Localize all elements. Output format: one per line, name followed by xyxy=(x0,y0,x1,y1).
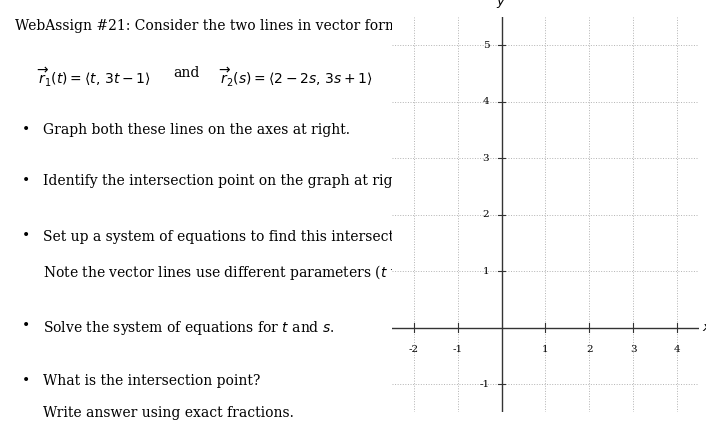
Text: $\overrightarrow{r}_2(s) = \langle 2 - 2s,\, 3s + 1 \rangle$: $\overrightarrow{r}_2(s) = \langle 2 - 2… xyxy=(219,66,373,89)
Text: •: • xyxy=(22,174,30,188)
Text: 3: 3 xyxy=(630,346,636,354)
Text: 2: 2 xyxy=(586,346,592,354)
Text: -2: -2 xyxy=(409,346,419,354)
Text: Write answer using exact fractions.: Write answer using exact fractions. xyxy=(43,406,294,420)
Text: Set up a system of equations to find this intersection point.: Set up a system of equations to find thi… xyxy=(43,230,461,244)
Text: 5: 5 xyxy=(483,41,489,50)
Text: -1: -1 xyxy=(479,380,489,388)
Text: $\overrightarrow{r}_1(t) = \langle t,\, 3t - 1 \rangle$: $\overrightarrow{r}_1(t) = \langle t,\, … xyxy=(37,66,151,89)
Text: •: • xyxy=(22,319,30,333)
Text: Solve the system of equations for $t$ and $s$.: Solve the system of equations for $t$ an… xyxy=(43,319,335,337)
Text: WebAssign #21: Consider the two lines in vector form:: WebAssign #21: Consider the two lines in… xyxy=(15,19,402,33)
Text: $x$: $x$ xyxy=(702,321,706,334)
Text: Note the vector lines use different parameters ($t$ vs $s$).: Note the vector lines use different para… xyxy=(43,264,427,283)
Text: 1: 1 xyxy=(483,266,489,275)
Text: •: • xyxy=(22,230,30,244)
Text: What is the intersection point?: What is the intersection point? xyxy=(43,374,261,388)
Text: •: • xyxy=(22,123,30,137)
Text: 1: 1 xyxy=(542,346,549,354)
Text: 3: 3 xyxy=(483,154,489,163)
Text: -1: -1 xyxy=(453,346,462,354)
Text: Identify the intersection point on the graph at right.: Identify the intersection point on the g… xyxy=(43,174,411,188)
Text: 4: 4 xyxy=(674,346,681,354)
Text: 4: 4 xyxy=(483,97,489,106)
Text: $y$: $y$ xyxy=(496,0,507,10)
Text: and: and xyxy=(173,66,200,80)
Text: Graph both these lines on the axes at right.: Graph both these lines on the axes at ri… xyxy=(43,123,350,137)
Text: 2: 2 xyxy=(483,210,489,219)
Text: •: • xyxy=(22,374,30,388)
